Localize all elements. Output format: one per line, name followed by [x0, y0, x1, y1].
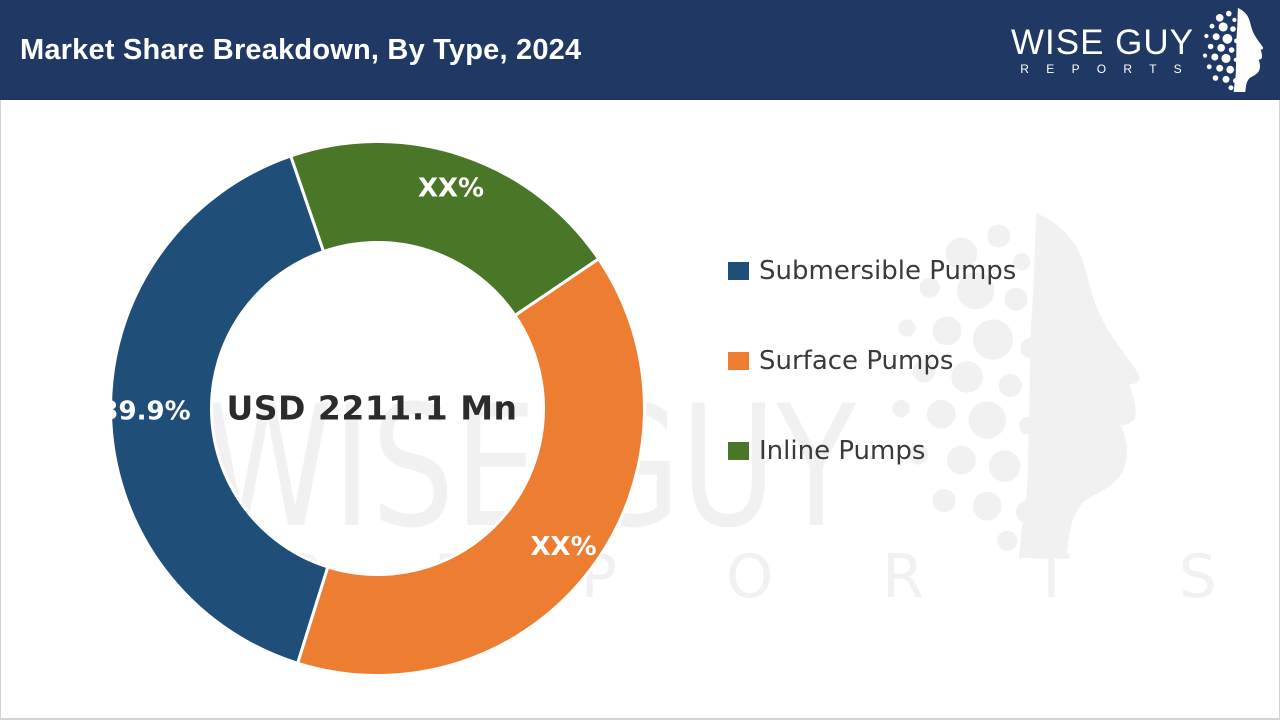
- donut-segment-inline-pumps: [289, 140, 601, 317]
- chart-center-value: USD 2211.1 Mn: [226, 388, 518, 428]
- logo-subtitle: R E P O R T S: [1020, 62, 1189, 76]
- legend-item: Inline Pumps: [728, 436, 1016, 466]
- chart-legend: Submersible Pumps Surface Pumps Inline Pum…: [728, 256, 1016, 526]
- wise-guy-logo: WISE GUY R E P O R T S: [1011, 8, 1280, 92]
- logo-face-icon: [1202, 8, 1264, 92]
- legend-item: Surface Pumps: [728, 346, 1016, 376]
- legend-swatch-icon: [728, 442, 749, 460]
- legend-label: Submersible Pumps: [759, 256, 1017, 286]
- logo-wordmark: WISE GUY: [1010, 23, 1194, 62]
- donut-segment-submersible-pumps: [109, 154, 330, 665]
- legend-label: Surface Pumps: [759, 346, 954, 376]
- header-bar: Market Share Breakdown, By Type, 2024 WI…: [0, 0, 1280, 100]
- segment-label: XX%: [418, 173, 484, 203]
- legend-label: Inline Pumps: [759, 436, 926, 466]
- page-title: Market Share Breakdown, By Type, 2024: [20, 33, 582, 66]
- legend-item: Submersible Pumps: [728, 256, 1016, 286]
- segment-label: XX%: [531, 532, 597, 562]
- segment-label: 39.9%: [105, 397, 191, 427]
- legend-swatch-icon: [728, 262, 749, 280]
- donut-segment-surface-pumps: [296, 257, 646, 677]
- donut-chart: 39.9% XX% XX%: [105, 140, 646, 677]
- legend-swatch-icon: [728, 352, 749, 370]
